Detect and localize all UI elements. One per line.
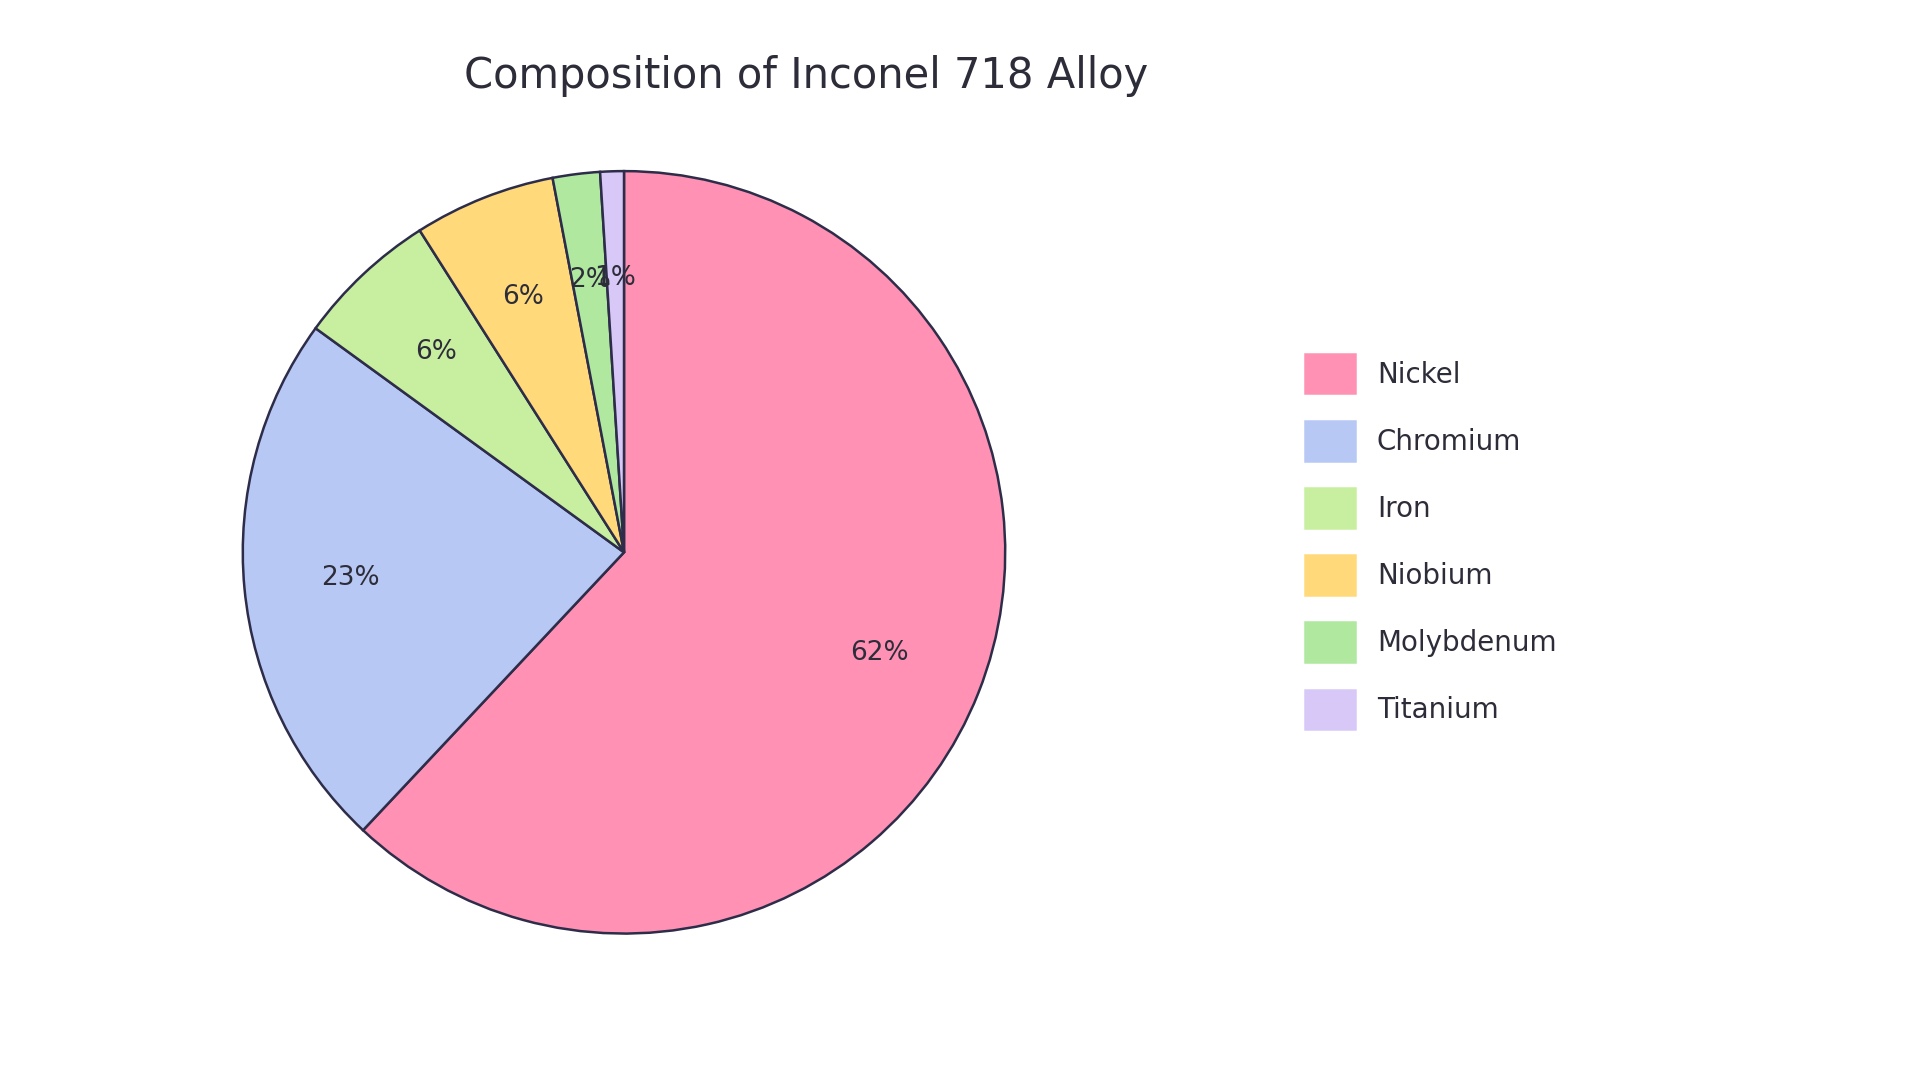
Text: Composition of Inconel 718 Alloy: Composition of Inconel 718 Alloy <box>465 55 1148 96</box>
Wedge shape <box>363 171 1006 934</box>
Legend: Nickel, Chromium, Iron, Niobium, Molybdenum, Titanium: Nickel, Chromium, Iron, Niobium, Molybde… <box>1290 340 1571 743</box>
Text: 6%: 6% <box>415 339 457 365</box>
Wedge shape <box>315 231 624 552</box>
Wedge shape <box>420 178 624 552</box>
Wedge shape <box>242 328 624 831</box>
Text: 6%: 6% <box>501 284 543 310</box>
Text: 23%: 23% <box>321 565 380 591</box>
Text: 2%: 2% <box>568 268 611 293</box>
Wedge shape <box>601 171 624 552</box>
Wedge shape <box>553 172 624 552</box>
Text: 1%: 1% <box>595 265 636 291</box>
Text: 62%: 62% <box>851 640 908 666</box>
